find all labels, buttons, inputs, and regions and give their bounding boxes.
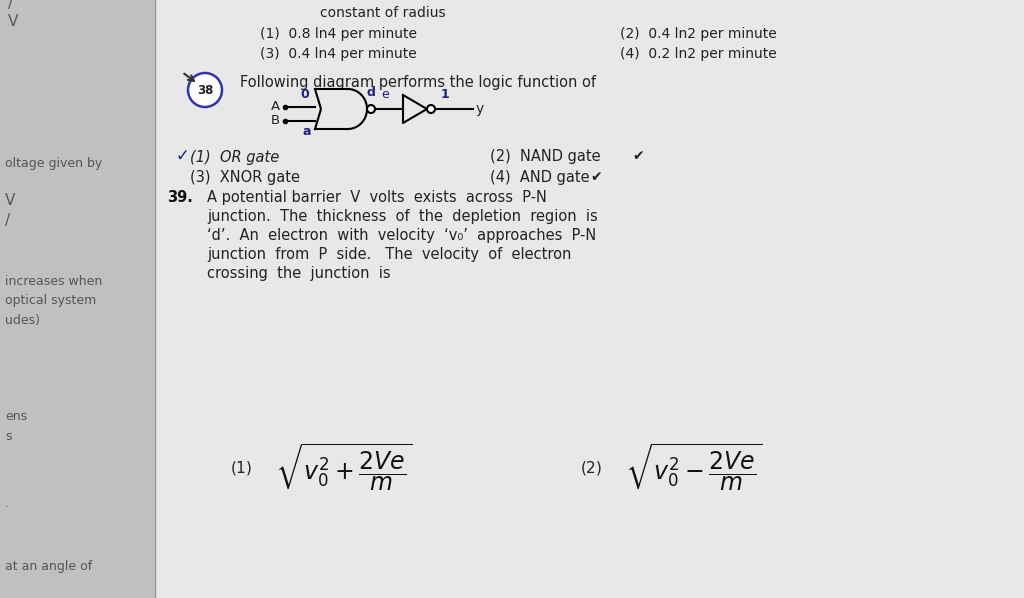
Text: /: / <box>5 213 10 228</box>
Text: (1)  OR gate: (1) OR gate <box>190 150 280 165</box>
Text: A potential barrier  V  volts  exists  across  P-N: A potential barrier V volts exists acros… <box>207 190 547 205</box>
Text: (2)  0.4 ln2 per minute: (2) 0.4 ln2 per minute <box>620 27 777 41</box>
Text: optical system: optical system <box>5 294 96 307</box>
Text: y: y <box>476 102 484 116</box>
Text: (4)  AND gate: (4) AND gate <box>490 170 590 185</box>
Text: 39.: 39. <box>167 190 193 205</box>
Text: oltage given by: oltage given by <box>5 157 102 170</box>
Text: at an angle of: at an angle of <box>5 560 92 573</box>
Circle shape <box>427 105 435 113</box>
Text: ‘d’.  An  electron  with  velocity  ‘v₀’  approaches  P-N: ‘d’. An electron with velocity ‘v₀’ appr… <box>207 228 596 243</box>
Text: (3)  XNOR gate: (3) XNOR gate <box>190 170 300 185</box>
Text: junction  from  P  side.   The  velocity  of  electron: junction from P side. The velocity of el… <box>207 247 571 262</box>
Text: B: B <box>271 114 280 127</box>
Circle shape <box>367 105 375 113</box>
Text: $(2)$: $(2)$ <box>580 459 602 477</box>
Text: $(1)$: $(1)$ <box>230 459 252 477</box>
Text: e: e <box>381 88 389 101</box>
Bar <box>155 0 1024 598</box>
Text: ✔: ✔ <box>590 170 602 184</box>
Text: 38: 38 <box>197 84 213 96</box>
Text: (3)  0.4 ln4 per minute: (3) 0.4 ln4 per minute <box>260 47 417 61</box>
Text: ✓: ✓ <box>175 147 188 165</box>
Text: udes): udes) <box>5 314 40 327</box>
Text: ✔: ✔ <box>632 149 644 163</box>
Text: $\sqrt{v_0^2+\dfrac{2Ve}{m}}$: $\sqrt{v_0^2+\dfrac{2Ve}{m}}$ <box>275 442 413 494</box>
Text: V: V <box>8 14 18 29</box>
Text: junction.  The  thickness  of  the  depletion  region  is: junction. The thickness of the depletion… <box>207 209 598 224</box>
Bar <box>0 0 155 598</box>
Text: (4)  0.2 ln2 per minute: (4) 0.2 ln2 per minute <box>620 47 777 61</box>
Text: (1)  0.8 ln4 per minute: (1) 0.8 ln4 per minute <box>260 27 417 41</box>
Text: $\sqrt{v_0^2-\dfrac{2Ve}{m}}$: $\sqrt{v_0^2-\dfrac{2Ve}{m}}$ <box>625 442 762 494</box>
Text: ens: ens <box>5 410 27 423</box>
Text: increases when: increases when <box>5 275 102 288</box>
Text: .: . <box>5 497 9 510</box>
Text: Following diagram performs the logic function of: Following diagram performs the logic fun… <box>240 75 596 90</box>
Text: d: d <box>367 86 376 99</box>
Text: s: s <box>5 430 11 443</box>
Text: V: V <box>5 193 15 208</box>
Text: A: A <box>271 100 280 114</box>
Text: (2)  NAND gate: (2) NAND gate <box>490 149 601 164</box>
Text: a: a <box>303 125 311 138</box>
Text: /: / <box>8 0 13 11</box>
Text: 1: 1 <box>440 88 450 101</box>
Circle shape <box>188 73 222 107</box>
Text: crossing  the  junction  is: crossing the junction is <box>207 266 390 281</box>
Text: 0: 0 <box>301 88 309 101</box>
Text: constant of radius: constant of radius <box>319 6 445 20</box>
